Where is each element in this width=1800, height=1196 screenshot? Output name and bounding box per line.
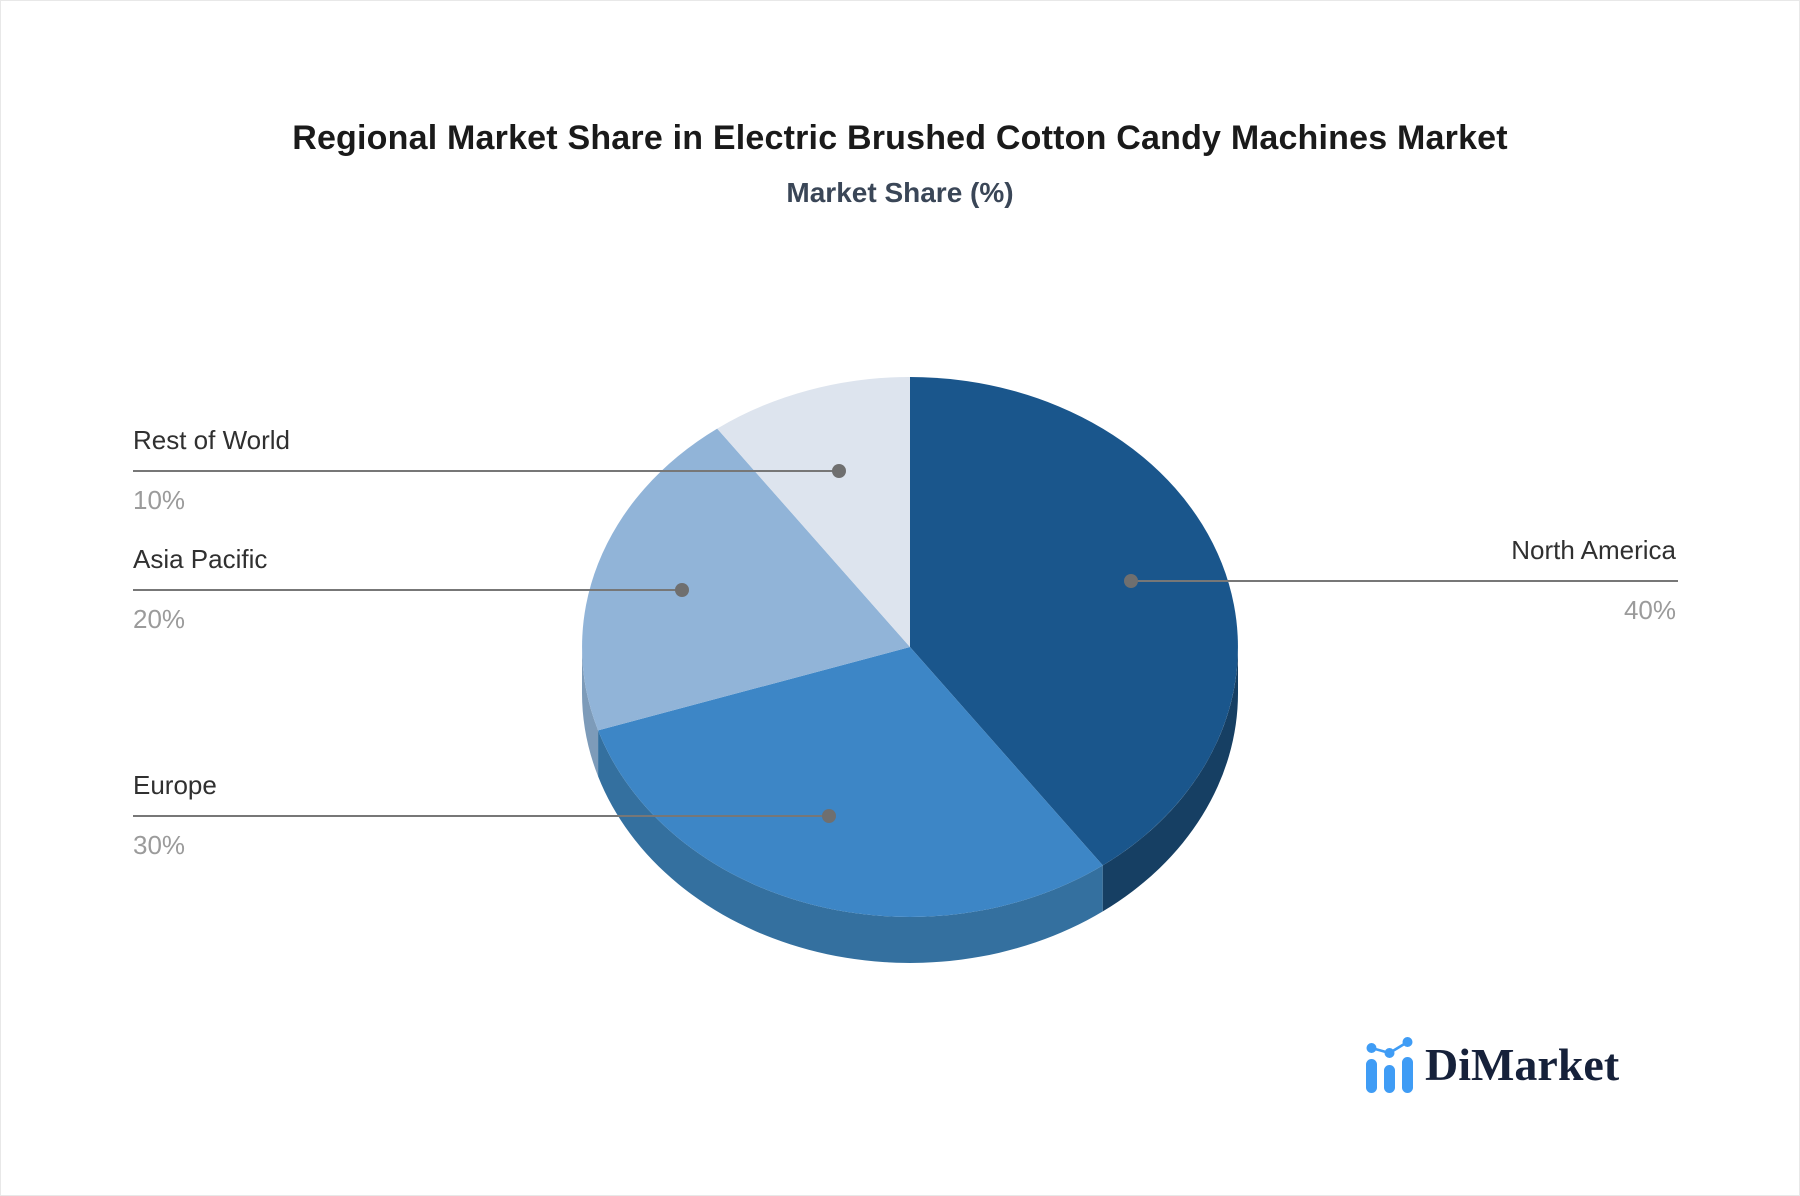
chart-title: Regional Market Share in Electric Brushe… (292, 119, 1508, 157)
pie-slice-asia-pacific (582, 428, 910, 731)
pie-side-europe (598, 730, 1103, 963)
pie-side-asia-pacific (582, 647, 599, 777)
callout-pct-europe: 30% (133, 830, 186, 860)
callout-label-rest-of-world: Rest of World (133, 425, 291, 455)
leader-dot-rest-of-world (832, 464, 846, 478)
leader-dot-europe (822, 809, 836, 823)
pie-slice-rest-of-world (717, 377, 910, 647)
brand-logo: DiMarket (1366, 1037, 1619, 1093)
callout-label-europe: Europe (133, 770, 217, 800)
leader-dot-north-america (1124, 574, 1138, 588)
callout-pct-asia-pacific: 20% (133, 604, 186, 634)
pie-slice-europe (598, 647, 1103, 917)
callout-label-north-america: North America (1511, 535, 1676, 565)
callout-pct-north-america: 40% (1623, 595, 1676, 625)
pie-side-north-america (1102, 647, 1238, 912)
callout-label-asia-pacific: Asia Pacific (133, 544, 268, 574)
leader-dot-asia-pacific (675, 583, 689, 597)
chart-subtitle: Market Share (%) (786, 177, 1014, 208)
bar-line-chart-icon (1366, 1037, 1413, 1093)
pie-slice-north-america (910, 377, 1238, 866)
callout-pct-rest-of-world: 10% (133, 485, 186, 515)
brand-name: DiMarket (1425, 1038, 1620, 1090)
